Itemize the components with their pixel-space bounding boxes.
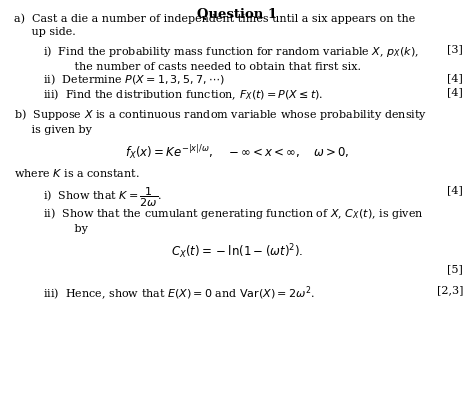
Text: a)  Cast a die a number of independent times until a six appears on the
     up : a) Cast a die a number of independent ti… bbox=[14, 13, 416, 37]
Text: ii)  Show that the cumulant generating function of $X$, $C_X(t)$, is given
     : ii) Show that the cumulant generating fu… bbox=[43, 205, 424, 234]
Text: iii)  Find the distribution function, $F_X(t) = P(X \leq t)$.: iii) Find the distribution function, $F_… bbox=[43, 87, 323, 101]
Text: [4]: [4] bbox=[447, 185, 463, 195]
Text: [5]: [5] bbox=[447, 264, 463, 274]
Text: $C_X(t) = -\ln(1 - (\omega t)^2).$: $C_X(t) = -\ln(1 - (\omega t)^2).$ bbox=[171, 242, 304, 261]
Text: i)  Show that $K = \dfrac{1}{2\omega}$.: i) Show that $K = \dfrac{1}{2\omega}$. bbox=[43, 185, 162, 208]
Text: b)  Suppose $X$ is a continuous random variable whose probability density
     i: b) Suppose $X$ is a continuous random va… bbox=[14, 106, 428, 135]
Text: iii)  Hence, show that $E(X) = 0$ and $\mathrm{Var}(X) = 2\omega^2$.: iii) Hence, show that $E(X) = 0$ and $\m… bbox=[43, 284, 315, 302]
Text: Question 1: Question 1 bbox=[198, 8, 277, 21]
Text: i)  Find the probability mass function for random variable $X$, $p_X(k)$,
      : i) Find the probability mass function fo… bbox=[43, 44, 418, 72]
Text: where $K$ is a constant.: where $K$ is a constant. bbox=[14, 167, 140, 179]
Text: [3]: [3] bbox=[447, 44, 463, 54]
Text: [4]: [4] bbox=[447, 87, 463, 97]
Text: ii)  Determine $P(X = 1, 3, 5, 7, \cdots)$: ii) Determine $P(X = 1, 3, 5, 7, \cdots)… bbox=[43, 73, 225, 87]
Text: $f_X(x) = Ke^{-|x|/\omega}, \quad -\infty < x < \infty, \quad \omega > 0,$: $f_X(x) = Ke^{-|x|/\omega}, \quad -\inft… bbox=[125, 143, 350, 161]
Text: [4]: [4] bbox=[447, 73, 463, 83]
Text: [2,3]: [2,3] bbox=[437, 284, 463, 294]
